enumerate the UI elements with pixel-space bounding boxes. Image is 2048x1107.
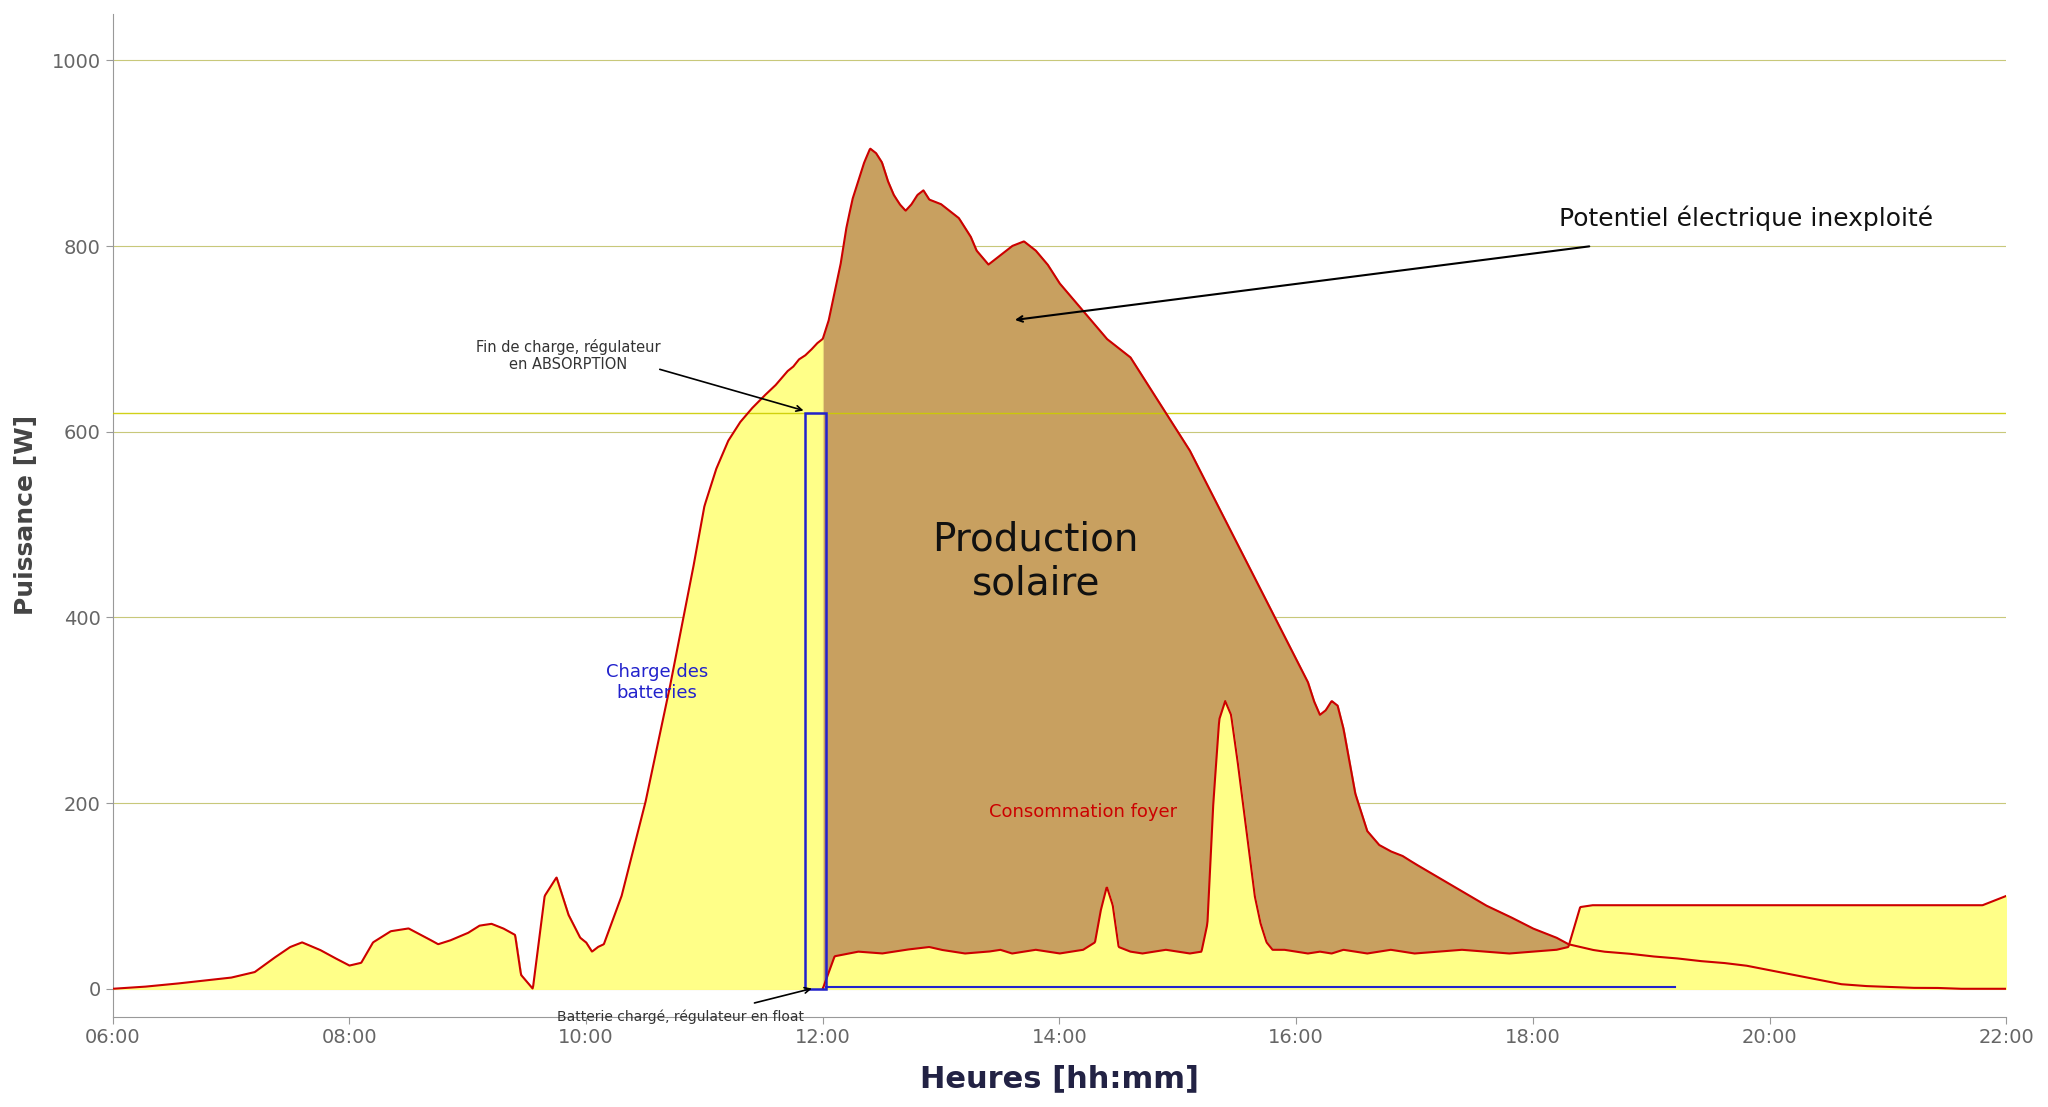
Text: Fin de charge, régulateur
en ABSORPTION: Fin de charge, régulateur en ABSORPTION: [475, 339, 662, 372]
Y-axis label: Puissance [W]: Puissance [W]: [14, 415, 39, 615]
Text: Production
solaire: Production solaire: [932, 520, 1139, 602]
X-axis label: Heures [hh:mm]: Heures [hh:mm]: [920, 1064, 1198, 1093]
Text: Charge des
batteries: Charge des batteries: [606, 663, 709, 702]
Text: Consommation foyer: Consommation foyer: [989, 804, 1178, 821]
Text: Potentiel électrique inexploité: Potentiel électrique inexploité: [1559, 206, 1933, 231]
Bar: [805, 413, 825, 989]
Text: Batterie chargé, régulateur en float: Batterie chargé, régulateur en float: [557, 1010, 805, 1024]
